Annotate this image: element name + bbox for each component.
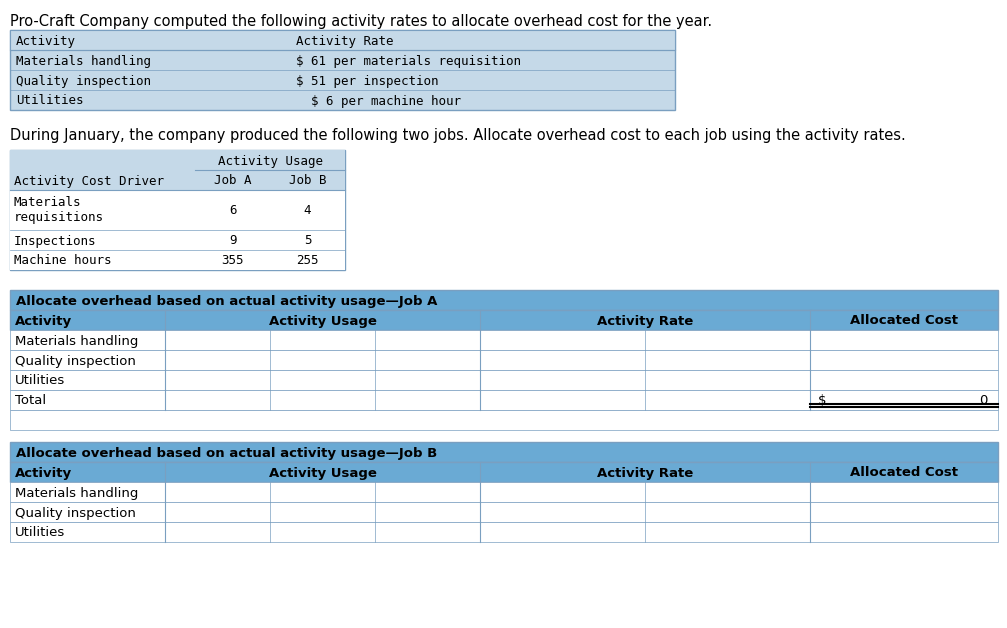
Bar [10, 250, 345, 270]
Bar [10, 230, 345, 250]
Bar [10, 190, 345, 230]
Text: Total: Total [15, 394, 46, 408]
Text: During January, the company produced the following two jobs. Allocate overhead c: During January, the company produced the… [10, 128, 905, 143]
Bar [10, 30, 675, 50]
Text: Activity: Activity [16, 35, 76, 48]
Text: Job A: Job A [213, 175, 252, 188]
Text: Activity Rate: Activity Rate [597, 315, 693, 327]
Bar [195, 150, 345, 170]
Text: Materials handling: Materials handling [15, 487, 138, 499]
Text: 355: 355 [222, 254, 244, 268]
Text: 6: 6 [229, 205, 237, 217]
Bar [10, 170, 195, 190]
Text: Inspections: Inspections [14, 234, 97, 247]
Text: Job B: Job B [289, 175, 326, 188]
Text: Utilities: Utilities [15, 374, 65, 387]
Text: Activity: Activity [15, 467, 73, 480]
Bar [10, 502, 998, 522]
Text: $ 61 per materials requisition: $ 61 per materials requisition [296, 55, 521, 67]
Text: Activity Rate: Activity Rate [597, 467, 693, 480]
Bar [270, 170, 345, 190]
Text: Activity Cost Driver: Activity Cost Driver [14, 175, 164, 188]
Bar [10, 30, 675, 110]
Bar [10, 390, 998, 410]
Text: 5: 5 [304, 234, 311, 247]
Text: Allocate overhead based on actual activity usage—Job B: Allocate overhead based on actual activi… [16, 447, 437, 460]
Text: Pro-Craft Company computed the following activity rates to allocate overhead cos: Pro-Craft Company computed the following… [10, 14, 712, 29]
Text: 0: 0 [980, 394, 988, 408]
Text: Quality inspection: Quality inspection [16, 75, 151, 87]
Bar [195, 170, 270, 190]
Bar [10, 150, 345, 270]
Text: Quality inspection: Quality inspection [15, 354, 136, 367]
Text: Allocated Cost: Allocated Cost [850, 467, 958, 480]
Bar [10, 330, 998, 350]
Text: $: $ [818, 394, 827, 408]
Bar [10, 370, 998, 390]
Text: Materials: Materials [14, 197, 82, 209]
Text: 9: 9 [229, 234, 237, 247]
Bar [10, 482, 998, 502]
Text: 4: 4 [304, 205, 311, 217]
Text: requisitions: requisitions [14, 212, 104, 224]
Text: Activity: Activity [15, 315, 73, 327]
Bar [10, 410, 998, 430]
Text: Utilities: Utilities [15, 526, 65, 539]
Text: 255: 255 [296, 254, 319, 268]
Text: $ 6 per machine hour: $ 6 per machine hour [296, 94, 461, 107]
Bar [10, 310, 998, 330]
Text: Machine hours: Machine hours [14, 254, 112, 268]
Text: Allocate overhead based on actual activity usage—Job A: Allocate overhead based on actual activi… [16, 295, 437, 308]
Bar [10, 442, 998, 462]
Bar [10, 462, 998, 482]
Text: Activity Usage: Activity Usage [218, 154, 322, 168]
Text: Activity Rate: Activity Rate [296, 35, 394, 48]
Text: Utilities: Utilities [16, 94, 84, 107]
Bar [10, 290, 998, 310]
Text: Allocated Cost: Allocated Cost [850, 315, 958, 327]
Text: Quality inspection: Quality inspection [15, 507, 136, 519]
Text: Materials handling: Materials handling [15, 335, 138, 347]
Bar [10, 150, 195, 170]
Text: Materials handling: Materials handling [16, 55, 151, 67]
Bar [10, 350, 998, 370]
Text: Activity Usage: Activity Usage [269, 467, 377, 480]
Text: $ 51 per inspection: $ 51 per inspection [296, 75, 438, 87]
Bar [10, 522, 998, 542]
Text: Activity Usage: Activity Usage [269, 315, 377, 327]
